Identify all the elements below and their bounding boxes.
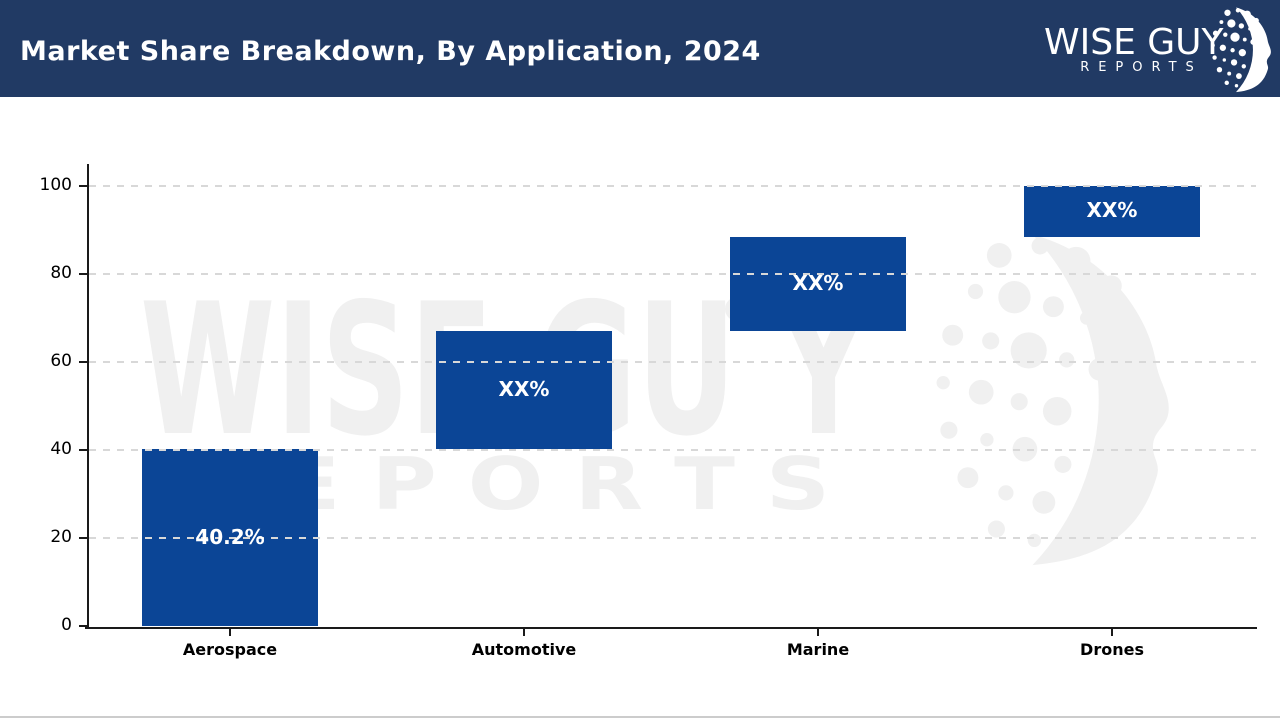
footer-divider (0, 716, 1280, 718)
x-tick-label-marine: Marine (786, 640, 850, 659)
y-axis-line (87, 164, 89, 627)
bar-label-aerospace: 40.2% (195, 524, 265, 549)
y-tick-mark (79, 449, 87, 451)
bar-drones (1024, 186, 1200, 237)
watermark-face-icon (936, 234, 1169, 566)
x-tick-mark (523, 629, 525, 636)
y-tick-label: 20 (50, 527, 72, 547)
x-tick-label-drones: Drones (1080, 640, 1144, 659)
y-tick-label: 60 (50, 351, 72, 371)
wiseguy-logo: WISE GUY REPORTS (1024, 0, 1274, 97)
bar-label-marine: XX% (792, 270, 844, 295)
bar-marine (730, 236, 906, 332)
x-tick-mark (817, 629, 819, 636)
y-tick-label: 100 (39, 175, 72, 195)
bar-label-automotive: XX% (498, 377, 550, 402)
chart-title: Market Share Breakdown, By Application, … (20, 36, 761, 67)
gridline-60 (89, 361, 1256, 363)
y-tick-mark (79, 625, 87, 627)
logo-face-icon (1211, 7, 1271, 93)
x-axis-line (85, 627, 1257, 629)
y-tick-mark (79, 273, 87, 275)
header-bar: Market Share Breakdown, By Application, … (0, 0, 1280, 97)
bar-automotive (436, 331, 612, 450)
y-tick-label: 0 (61, 615, 72, 635)
y-tick-label: 40 (50, 439, 72, 459)
bar-label-drones: XX% (1086, 198, 1138, 223)
y-tick-mark (79, 537, 87, 539)
x-tick-mark (1111, 629, 1113, 636)
gridline-80 (89, 273, 1256, 275)
x-tick-mark (229, 629, 231, 636)
gridline-100 (89, 185, 1256, 187)
x-tick-label-automotive: Automotive (471, 640, 577, 659)
x-tick-label-aerospace: Aerospace (182, 640, 278, 659)
y-tick-mark (79, 185, 87, 187)
plot-area: WISE GU Y R E P O R T S 0 20 40 60 80 100 40.2… (0, 97, 1280, 716)
gridline-20 (89, 537, 1256, 539)
logo-wordmark: WISE GUY (1044, 22, 1224, 63)
y-tick-mark (79, 361, 87, 363)
gridline-40 (89, 449, 1256, 451)
y-tick-label: 80 (50, 263, 72, 283)
logo-subtext: REPORTS (1080, 60, 1203, 75)
